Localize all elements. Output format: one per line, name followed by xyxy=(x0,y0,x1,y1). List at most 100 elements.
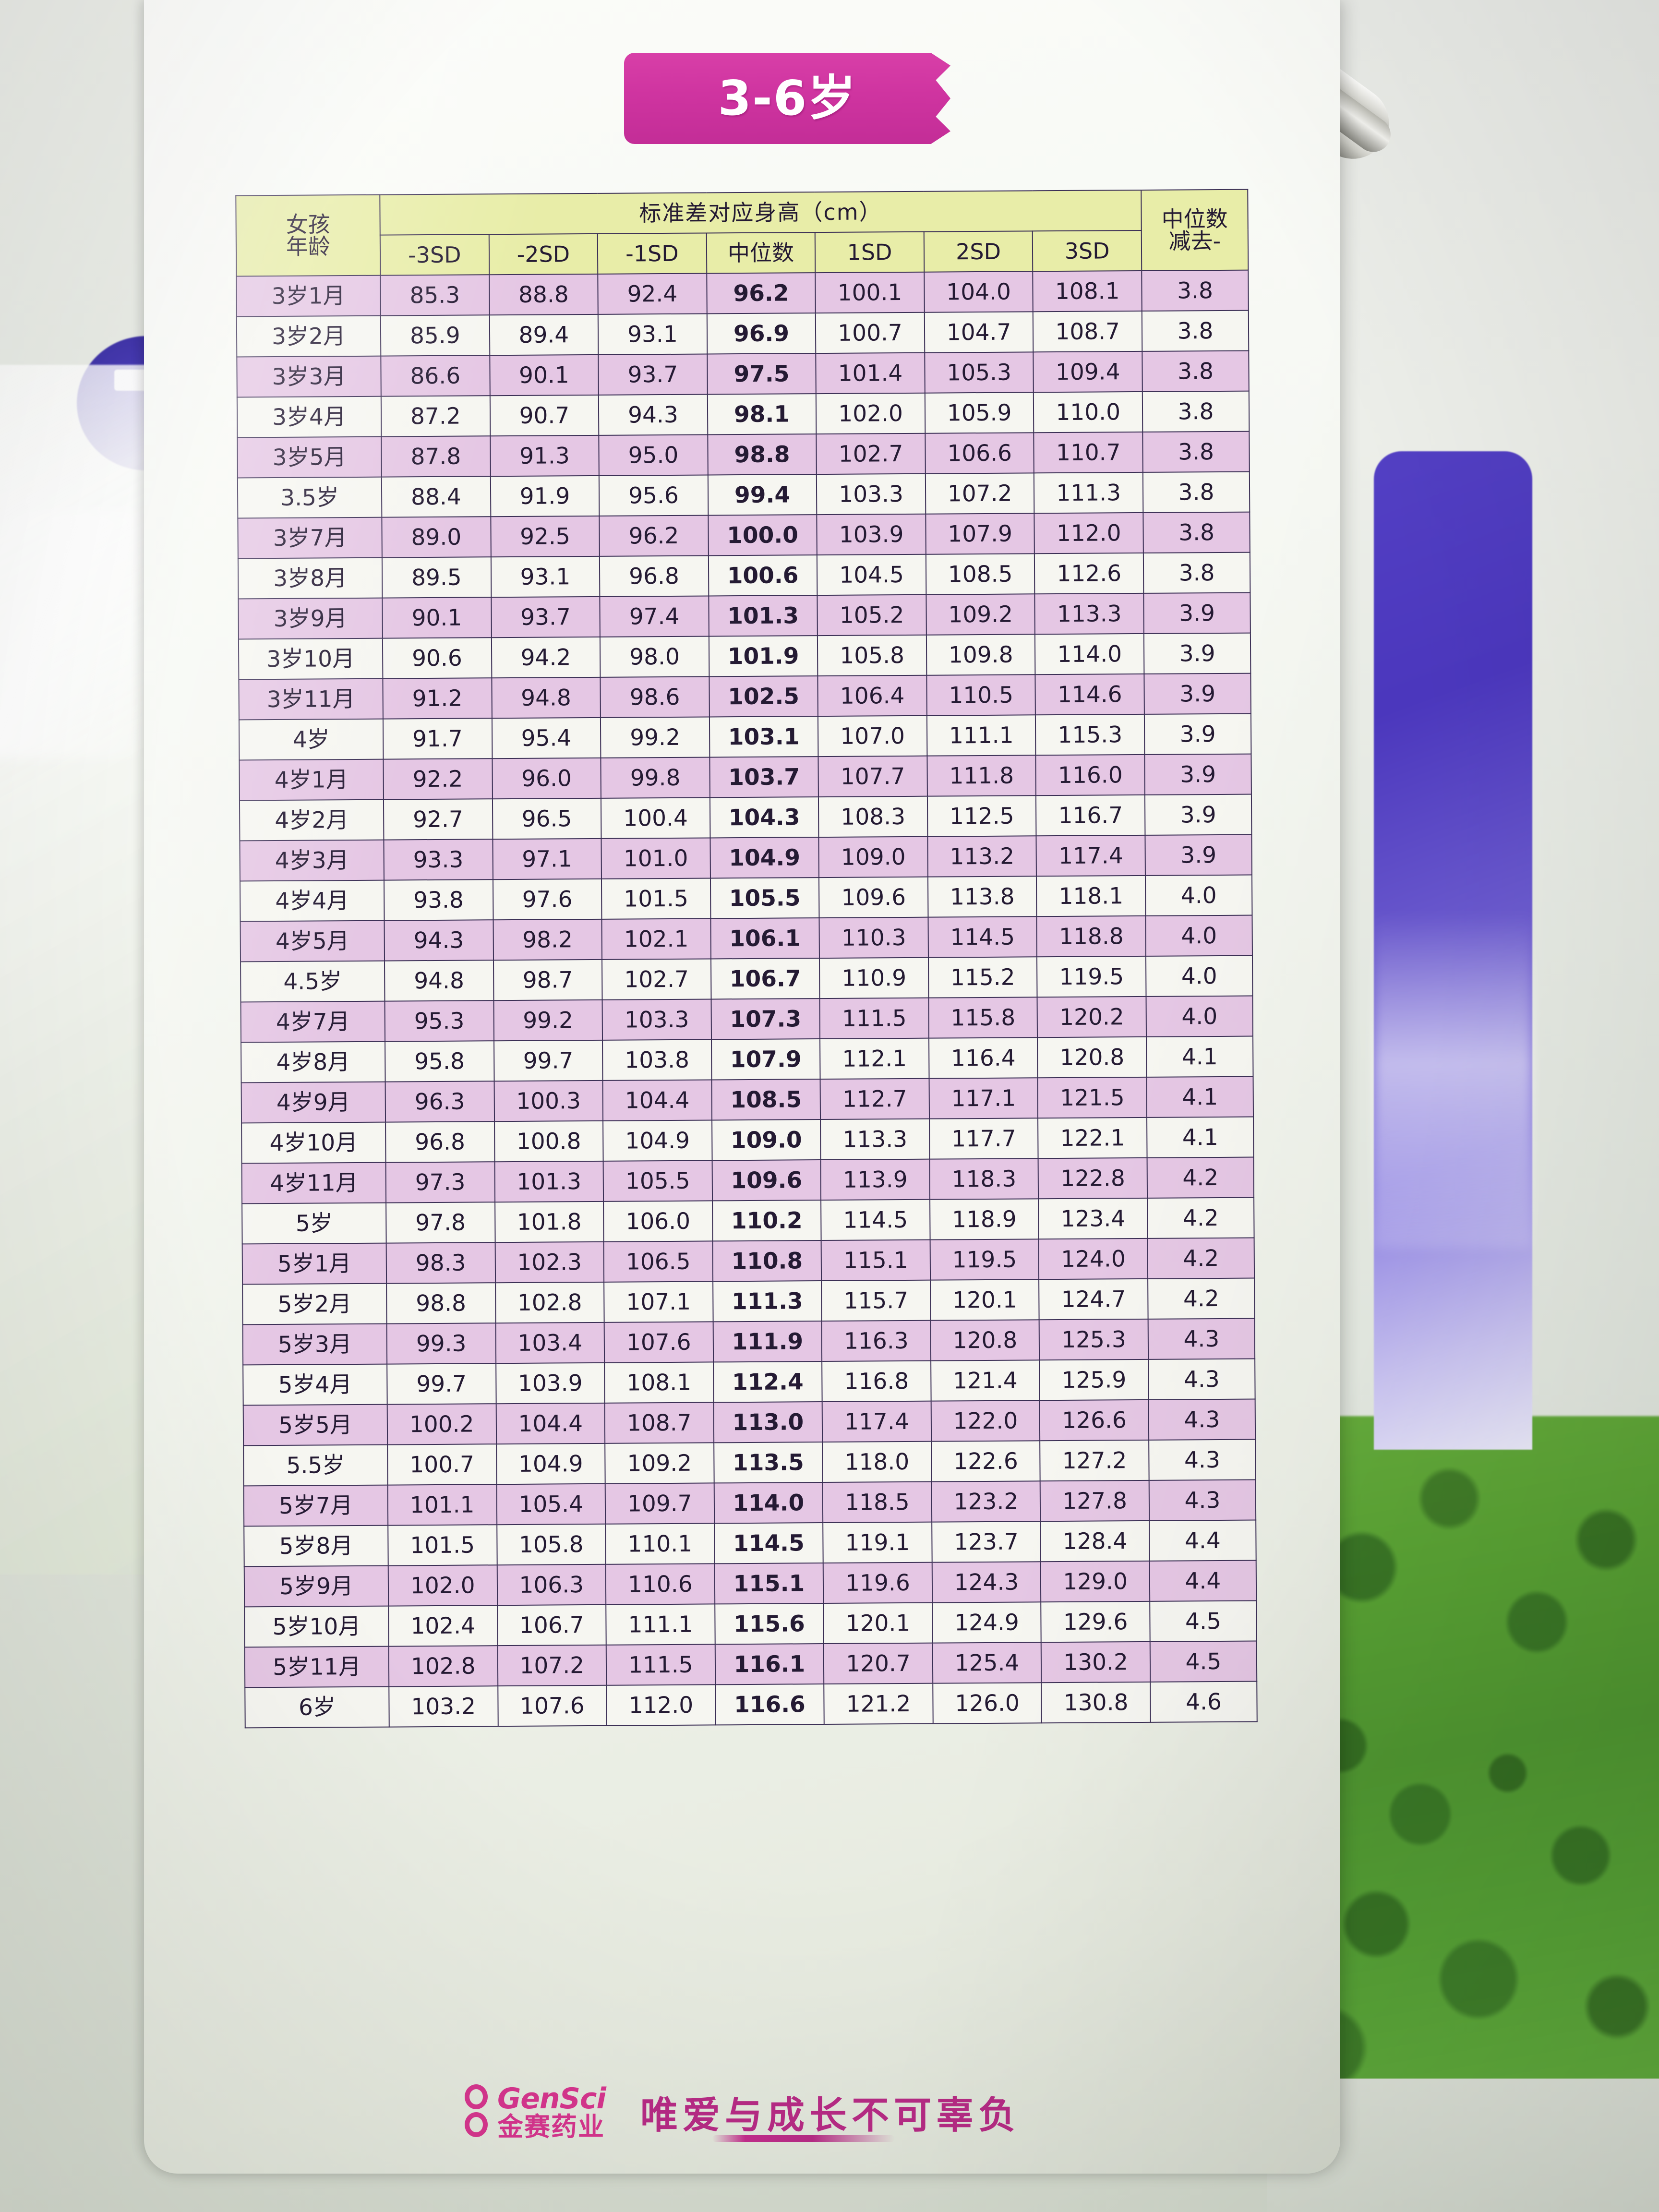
row-age-label: 3.5岁 xyxy=(237,477,382,518)
row-median-delta: 3.9 xyxy=(1144,754,1251,795)
table-header-row-2: -3SD -2SD -1SD 中位数 1SD 2SD 3SD xyxy=(236,230,1248,276)
row-height-1SD: 111.5 xyxy=(819,998,929,1039)
row-height--2SD: 103.4 xyxy=(495,1322,605,1364)
row-height-中位数: 109.6 xyxy=(712,1160,821,1201)
row-height--1SD: 95.0 xyxy=(599,434,708,476)
row-height--2SD: 100.3 xyxy=(494,1080,603,1122)
table-row: 4岁7月 95.3 99.2 103.3 107.3 111.5 115.8 120.2 4.0 xyxy=(240,996,1253,1043)
row-height--3SD: 90.6 xyxy=(382,637,492,679)
row-height-2SD: 122.6 xyxy=(931,1441,1041,1482)
row-age-label: 4岁10月 xyxy=(241,1122,386,1164)
row-age-label: 3岁5月 xyxy=(237,436,382,478)
row-height--2SD: 97.1 xyxy=(493,838,602,880)
header-age-line2: 年龄 xyxy=(286,233,331,260)
row-height--3SD: 100.2 xyxy=(387,1404,496,1445)
row-age-label: 3岁1月 xyxy=(236,275,381,317)
row-height-中位数: 110.2 xyxy=(712,1200,821,1241)
row-height-中位数: 99.4 xyxy=(708,474,817,516)
row-height-3SD: 120.8 xyxy=(1037,1036,1147,1078)
row-height-2SD: 110.5 xyxy=(926,674,1036,716)
row-median-delta: 3.9 xyxy=(1143,592,1250,634)
row-height--2SD: 94.8 xyxy=(491,677,601,719)
row-height-1SD: 116.3 xyxy=(821,1320,931,1362)
row-height--1SD: 108.7 xyxy=(604,1402,714,1443)
row-height-3SD: 125.3 xyxy=(1039,1319,1149,1360)
row-height--3SD: 85.9 xyxy=(380,315,490,356)
row-height-3SD: 118.8 xyxy=(1036,915,1146,957)
table-row: 4.5岁 94.8 98.7 102.7 106.7 110.9 115.2 119.5 4.0 xyxy=(240,955,1253,1002)
header-sd--1SD: -1SD xyxy=(597,233,707,274)
row-height-3SD: 126.6 xyxy=(1040,1399,1149,1441)
row-age-label: 5岁5月 xyxy=(243,1404,388,1446)
card-footer: GenSci 金赛药业 唯爱与成长不可辜负 xyxy=(144,2055,1340,2170)
row-height--1SD: 107.6 xyxy=(604,1322,713,1363)
table-row: 5岁8月 101.5 105.8 110.1 114.5 119.1 123.7 128.4 4… xyxy=(244,1520,1256,1567)
row-height--1SD: 96.2 xyxy=(599,515,709,556)
row-height-1SD: 118.5 xyxy=(822,1481,932,1523)
row-height-3SD: 112.6 xyxy=(1034,553,1144,594)
row-height-1SD: 105.8 xyxy=(817,635,927,676)
row-height-中位数: 111.9 xyxy=(713,1321,822,1362)
row-height-中位数: 96.2 xyxy=(706,273,816,314)
table-row: 3岁8月 89.5 93.1 96.8 100.6 104.5 108.5 112.6 3.8 xyxy=(238,552,1250,599)
row-height-2SD: 115.2 xyxy=(928,957,1037,998)
row-height-1SD: 117.4 xyxy=(822,1401,931,1443)
row-age-label: 4岁4月 xyxy=(240,880,385,922)
row-height-中位数: 101.3 xyxy=(709,595,818,637)
row-height--1SD: 109.7 xyxy=(605,1483,714,1524)
row-height-2SD: 105.9 xyxy=(925,392,1034,433)
row-height--3SD: 90.1 xyxy=(382,597,492,638)
row-height-2SD: 124.9 xyxy=(932,1602,1042,1643)
row-height-中位数: 106.1 xyxy=(710,918,820,959)
table-row: 5岁2月 98.8 102.8 107.1 111.3 115.7 120.1 124.7 4.… xyxy=(242,1278,1255,1325)
row-height--2SD: 99.7 xyxy=(493,1040,603,1082)
row-height--2SD: 93.7 xyxy=(491,596,601,638)
row-median-delta: 4.2 xyxy=(1147,1157,1254,1198)
row-age-label: 4岁5月 xyxy=(240,920,385,962)
row-height-3SD: 122.1 xyxy=(1038,1117,1147,1159)
table-row: 3岁10月 90.6 94.2 98.0 101.9 105.8 109.8 114.0 3.9 xyxy=(238,633,1251,680)
table-row: 5岁10月 102.4 106.7 111.1 115.6 120.1 124.9 129.6… xyxy=(244,1600,1257,1647)
row-height-3SD: 129.0 xyxy=(1041,1561,1150,1602)
table-row: 4岁9月 96.3 100.3 104.4 108.5 112.7 117.1 121.5 4.… xyxy=(241,1076,1254,1123)
blue-panel-gloss xyxy=(1374,912,1532,1248)
row-height--1SD: 96.8 xyxy=(599,555,709,597)
row-height--3SD: 86.6 xyxy=(381,355,490,397)
row-age-label: 4岁9月 xyxy=(241,1082,386,1123)
row-height-中位数: 115.1 xyxy=(714,1563,824,1604)
row-height-3SD: 114.0 xyxy=(1035,633,1144,675)
table-row: 4岁3月 93.3 97.1 101.0 104.9 109.0 113.2 117.4 3.9 xyxy=(240,834,1252,881)
row-height--1SD: 112.0 xyxy=(606,1684,716,1726)
row-height--2SD: 99.2 xyxy=(493,999,603,1041)
row-median-delta: 4.0 xyxy=(1145,955,1253,997)
row-height-中位数: 110.8 xyxy=(712,1240,822,1282)
table-row: 4岁10月 96.8 100.8 104.9 109.0 113.3 117.7 122.1 4… xyxy=(241,1117,1254,1164)
table-row: 3岁9月 90.1 93.7 97.4 101.3 105.2 109.2 113.3 3.9 xyxy=(238,592,1250,639)
row-height-中位数: 96.9 xyxy=(707,313,816,354)
row-median-delta: 4.0 xyxy=(1145,875,1252,916)
table-row: 4岁2月 92.7 96.5 100.4 104.3 108.3 112.5 116.7 3.9 xyxy=(239,794,1252,841)
row-height-2SD: 122.0 xyxy=(931,1400,1040,1442)
table-row: 6岁 103.2 107.6 112.0 116.6 121.2 126.0 130.8 4.6 xyxy=(245,1681,1257,1728)
row-height-中位数: 100.6 xyxy=(708,555,817,596)
row-median-delta: 3.8 xyxy=(1142,270,1249,311)
row-height-3SD: 108.1 xyxy=(1033,270,1142,312)
row-height--3SD: 94.8 xyxy=(385,960,494,1001)
slogan-block: 唯爱与成长不可辜负 xyxy=(640,2085,1021,2142)
row-height--1SD: 94.3 xyxy=(598,394,708,435)
row-height--1SD: 101.0 xyxy=(601,838,710,879)
row-age-label: 4岁7月 xyxy=(240,1001,385,1043)
row-height--2SD: 104.4 xyxy=(496,1403,605,1444)
row-height--1SD: 99.8 xyxy=(601,757,710,798)
row-height--3SD: 99.3 xyxy=(386,1323,496,1364)
table-row: 4岁 91.7 95.4 99.2 103.1 107.0 111.1 115.3 3.9 xyxy=(239,713,1251,760)
row-height--3SD: 96.8 xyxy=(385,1121,495,1163)
row-height--3SD: 91.2 xyxy=(383,678,492,719)
table-row: 3岁7月 89.0 92.5 96.2 100.0 103.9 107.9 112.0 3.8 xyxy=(238,512,1250,559)
row-height-2SD: 124.3 xyxy=(932,1562,1041,1603)
row-height-2SD: 111.1 xyxy=(926,715,1036,756)
row-height-3SD: 115.3 xyxy=(1035,714,1145,756)
row-age-label: 5岁3月 xyxy=(242,1323,387,1365)
table-row: 4岁5月 94.3 98.2 102.1 106.1 110.3 114.5 118.8 4.0 xyxy=(240,915,1252,962)
row-height-2SD: 123.2 xyxy=(931,1481,1041,1522)
